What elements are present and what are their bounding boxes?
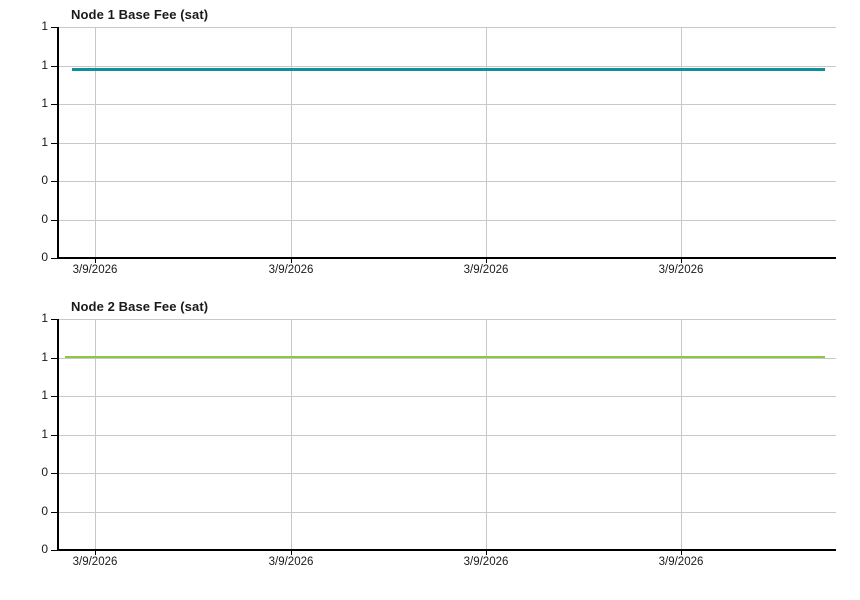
x-tick-label: 3/9/2026 bbox=[268, 264, 314, 276]
y-tick-mark bbox=[51, 358, 58, 359]
gridline-horizontal bbox=[57, 319, 836, 320]
gridline-horizontal bbox=[57, 104, 836, 105]
gridline-horizontal bbox=[57, 473, 836, 474]
y-tick-label: 1 bbox=[41, 58, 48, 72]
chart-title-node-1: Node 1 Base Fee (sat) bbox=[71, 7, 209, 22]
gridline-vertical bbox=[486, 27, 487, 258]
series-line-node-1 bbox=[72, 68, 825, 71]
y-tick-label: 0 bbox=[41, 542, 48, 556]
y-tick-label: 1 bbox=[41, 19, 48, 33]
y-tick-label: 0 bbox=[41, 212, 48, 226]
gridline-vertical bbox=[291, 319, 292, 550]
y-tick-mark bbox=[51, 512, 58, 513]
y-tick-mark bbox=[51, 550, 58, 551]
y-tick-label: 0 bbox=[41, 465, 48, 479]
y-tick-mark bbox=[51, 220, 58, 221]
x-tick-label: 3/9/2026 bbox=[72, 556, 118, 568]
gridline-vertical bbox=[681, 319, 682, 550]
y-tick-label: 1 bbox=[41, 135, 48, 149]
gridline-horizontal bbox=[57, 143, 836, 144]
x-tick-label: 3/9/2026 bbox=[72, 264, 118, 276]
gridline-horizontal bbox=[57, 435, 836, 436]
y-tick-label: 1 bbox=[41, 427, 48, 441]
y-tick-mark bbox=[51, 181, 58, 182]
y-tick-mark bbox=[51, 473, 58, 474]
series-line-node-2 bbox=[65, 356, 825, 358]
y-axis-line-node-1 bbox=[57, 27, 59, 259]
gridline-vertical bbox=[95, 27, 96, 258]
gridline-horizontal bbox=[57, 181, 836, 182]
chart-panel-node-2: Node 2 Base Fee (sat) 1 1 1 1 0 0 0 bbox=[0, 292, 860, 592]
y-tick-label: 1 bbox=[41, 350, 48, 364]
y-tick-mark bbox=[51, 435, 58, 436]
y-tick-mark bbox=[51, 143, 58, 144]
x-tick-label: 3/9/2026 bbox=[268, 556, 314, 568]
y-tick-mark bbox=[51, 27, 58, 28]
y-tick-label: 0 bbox=[41, 173, 48, 187]
gridline-vertical bbox=[486, 319, 487, 550]
gridline-horizontal bbox=[57, 512, 836, 513]
x-tick-mark bbox=[291, 257, 292, 263]
x-axis-line-node-2 bbox=[57, 549, 836, 551]
x-tick-mark bbox=[95, 549, 96, 555]
x-tick-mark bbox=[681, 549, 682, 555]
x-tick-mark bbox=[486, 549, 487, 555]
gridline-vertical bbox=[291, 27, 292, 258]
y-tick-mark bbox=[51, 258, 58, 259]
gridline-vertical bbox=[681, 27, 682, 258]
y-tick-mark bbox=[51, 104, 58, 105]
gridline-horizontal bbox=[57, 220, 836, 221]
y-tick-mark bbox=[51, 66, 58, 67]
y-tick-mark bbox=[51, 319, 58, 320]
x-tick-label: 3/9/2026 bbox=[463, 556, 509, 568]
plot-area-node-2 bbox=[57, 319, 836, 550]
x-axis-line-node-1 bbox=[57, 257, 836, 259]
gridline-horizontal bbox=[57, 66, 836, 67]
x-tick-label: 3/9/2026 bbox=[658, 556, 704, 568]
y-tick-label: 1 bbox=[41, 388, 48, 402]
y-tick-label: 1 bbox=[41, 311, 48, 325]
plot-area-node-1 bbox=[57, 27, 836, 258]
y-tick-mark bbox=[51, 396, 58, 397]
x-tick-mark bbox=[95, 257, 96, 263]
y-tick-label: 0 bbox=[41, 504, 48, 518]
gridline-horizontal bbox=[57, 27, 836, 28]
gridline-horizontal bbox=[57, 396, 836, 397]
gridline-horizontal bbox=[57, 358, 836, 359]
x-tick-label: 3/9/2026 bbox=[658, 264, 704, 276]
y-axis-line-node-2 bbox=[57, 319, 59, 551]
x-tick-mark bbox=[681, 257, 682, 263]
chart-title-node-2: Node 2 Base Fee (sat) bbox=[71, 299, 209, 314]
x-tick-label: 3/9/2026 bbox=[463, 264, 509, 276]
x-tick-mark bbox=[291, 549, 292, 555]
gridline-vertical bbox=[95, 319, 96, 550]
chart-panel-node-1: Node 1 Base Fee (sat) 1 1 1 1 0 0 0 bbox=[0, 0, 860, 295]
y-tick-label: 1 bbox=[41, 96, 48, 110]
y-tick-label: 0 bbox=[41, 250, 48, 264]
x-tick-mark bbox=[486, 257, 487, 263]
